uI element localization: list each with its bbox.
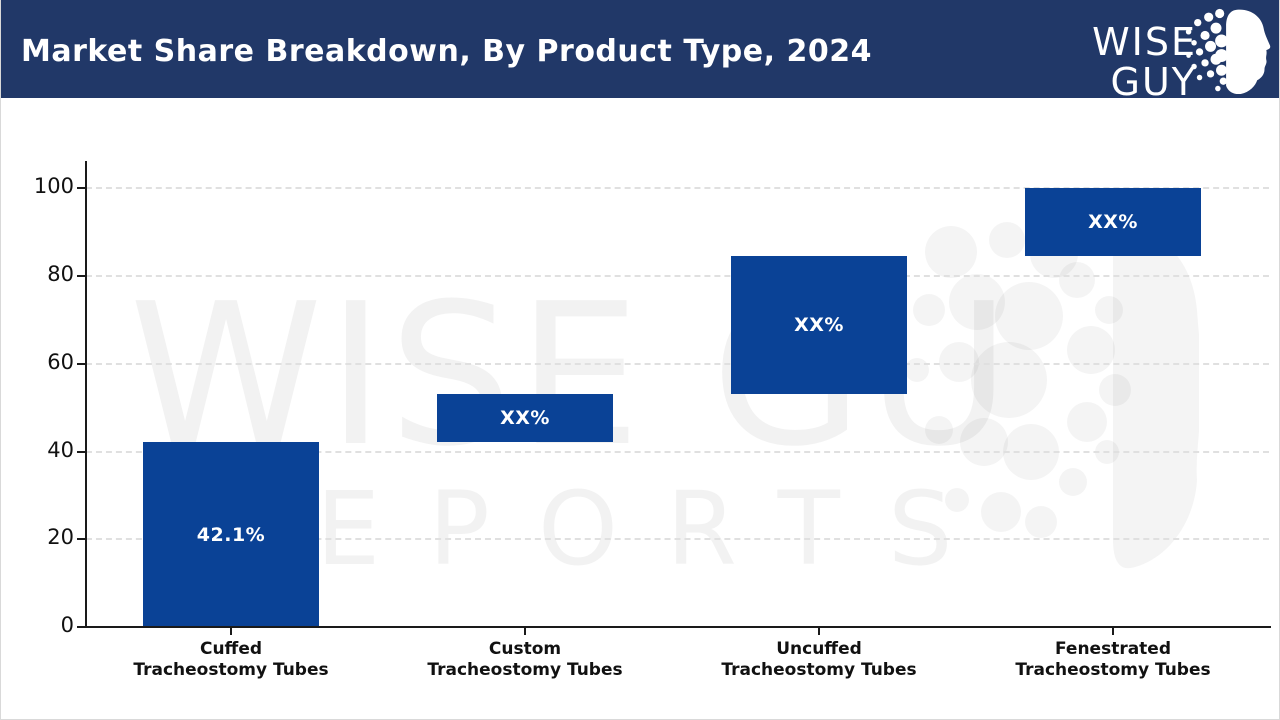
bar-value-label: XX%	[1088, 211, 1138, 234]
gridline-100	[86, 187, 1269, 190]
gridline-60	[86, 362, 1269, 365]
logo-text: WISE GUY REPORTS	[1025, 22, 1197, 119]
category-label-line1: Uncuffed	[776, 639, 862, 659]
y-tick-label: 80	[47, 262, 74, 287]
bar-0: 42.1%	[143, 442, 319, 627]
wiseguy-logo: WISE GUY REPORTS	[1025, 4, 1275, 119]
y-axis-line	[85, 161, 87, 628]
gridline-40	[86, 450, 1269, 453]
bar-value-label: 42.1%	[196, 523, 266, 546]
x-axis-line	[85, 626, 1271, 628]
y-tick-label: 40	[47, 437, 74, 462]
y-tick-label: 20	[47, 525, 74, 550]
category-label: Fenestrated Tracheostomy Tubes	[963, 639, 1263, 681]
y-tick-label: 0	[60, 613, 74, 637]
bar-1: XX%	[437, 394, 613, 443]
y-tick-mark	[77, 450, 86, 453]
gridline-20	[86, 538, 1269, 541]
y-tick-label: 60	[47, 349, 74, 374]
category-label-line2: Tracheostomy Tubes	[721, 660, 917, 680]
x-tick-mark	[230, 628, 232, 635]
bar-value-label: XX%	[500, 407, 550, 430]
header-bar: Market Share Breakdown, By Product Type,…	[1, 0, 1279, 119]
page-title: Market Share Breakdown, By Product Type,…	[21, 34, 872, 69]
wiseguy-head-icon	[1185, 8, 1271, 94]
category-label-line2: Tracheostomy Tubes	[427, 660, 623, 680]
logo-wordmark: WISE GUY	[1092, 20, 1197, 104]
bar-3: XX%	[1025, 188, 1201, 257]
y-tick-mark	[77, 626, 86, 628]
x-tick-mark	[818, 628, 820, 635]
y-tick-label: 100	[33, 174, 74, 199]
bar-2: XX%	[731, 256, 907, 395]
y-tick-mark	[77, 362, 86, 365]
x-tick-mark	[1112, 628, 1114, 635]
category-label-line1: Custom	[488, 639, 562, 659]
category-label-line1: Fenestrated	[1054, 639, 1171, 659]
y-tick-mark	[77, 275, 86, 278]
category-label: Custom Tracheostomy Tubes	[375, 639, 675, 681]
watermark-subtext: REPORTS	[197, 470, 1001, 589]
y-tick-mark	[77, 187, 86, 190]
logo-subtext: REPORTS	[1077, 104, 1207, 119]
category-label-line2: Tracheostomy Tubes	[133, 660, 329, 680]
bar-value-label: XX%	[794, 314, 844, 337]
gridline-80	[86, 275, 1269, 278]
category-label-line1: Cuffed	[199, 639, 263, 659]
category-label: Uncuffed Tracheostomy Tubes	[669, 639, 969, 681]
x-tick-mark	[524, 628, 526, 635]
category-label: Cuffed Tracheostomy Tubes	[81, 639, 381, 681]
category-label-line2: Tracheostomy Tubes	[1015, 660, 1211, 680]
y-tick-mark	[77, 538, 86, 541]
